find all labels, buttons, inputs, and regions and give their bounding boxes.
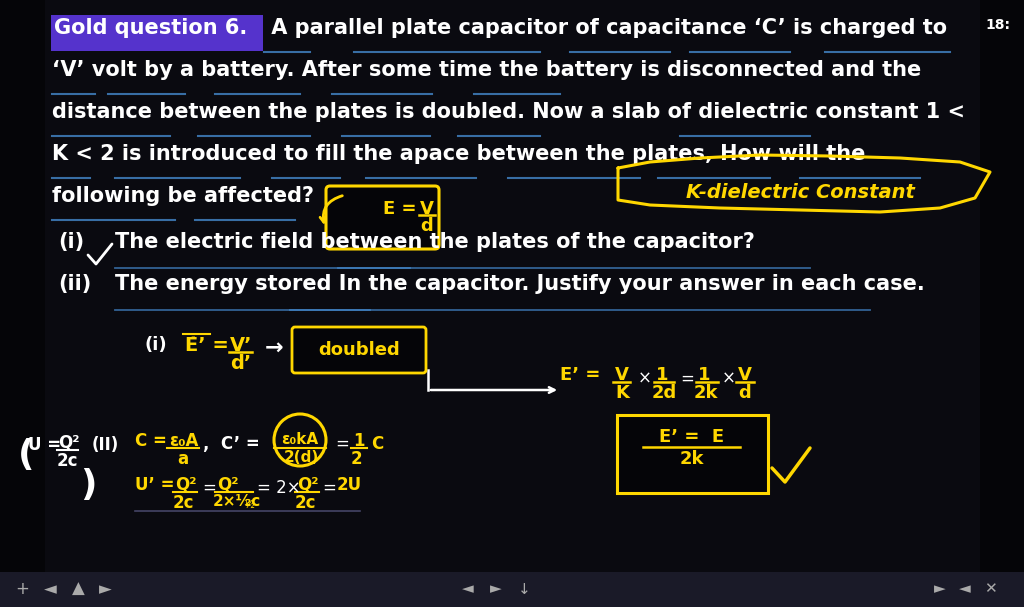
- Text: U’ =: U’ =: [135, 476, 174, 494]
- Text: Q²: Q²: [175, 476, 197, 494]
- Text: Ė’ =: Ė’ =: [185, 336, 229, 355]
- Text: = 2×: = 2×: [257, 479, 301, 497]
- Text: 18:: 18:: [985, 18, 1010, 32]
- Text: A parallel plate capacitor of capacitance ‘C’ is charged to: A parallel plate capacitor of capacitanc…: [264, 18, 947, 38]
- FancyBboxPatch shape: [980, 0, 1024, 607]
- Text: Gold question 6.: Gold question 6.: [54, 18, 247, 38]
- Text: distance between the plates is doubled. Now a slab of dielectric constant 1 <: distance between the plates is doubled. …: [52, 102, 965, 122]
- Text: C: C: [371, 435, 383, 453]
- Text: doubled: doubled: [318, 341, 400, 359]
- Text: a: a: [177, 450, 188, 468]
- Text: U =: U =: [28, 436, 61, 454]
- Text: Q²: Q²: [217, 476, 239, 494]
- Text: 1: 1: [353, 432, 365, 450]
- Text: 1: 1: [656, 366, 669, 384]
- Text: 2d: 2d: [652, 384, 677, 402]
- Text: ‘V’ volt by a battery. After some time the battery is disconnected and the: ‘V’ volt by a battery. After some time t…: [52, 60, 922, 80]
- FancyBboxPatch shape: [0, 0, 45, 607]
- Text: ,  C’ =: , C’ =: [203, 435, 260, 453]
- Text: The electric field between the plates of the capacitor?: The electric field between the plates of…: [115, 232, 755, 252]
- Text: ε₀A: ε₀A: [169, 432, 199, 450]
- Text: ◄: ◄: [959, 582, 971, 597]
- Text: 2k: 2k: [694, 384, 719, 402]
- Text: ►: ►: [934, 582, 946, 597]
- Text: K < 2 is introduced to fill the apace between the plates, How will the: K < 2 is introduced to fill the apace be…: [52, 144, 865, 164]
- Text: (II): (II): [92, 436, 119, 454]
- Text: C =: C =: [135, 432, 167, 450]
- Text: d’: d’: [230, 354, 251, 373]
- Text: E’ =: E’ =: [560, 366, 600, 384]
- Text: ×: ×: [638, 370, 652, 388]
- FancyBboxPatch shape: [292, 327, 426, 373]
- Text: V: V: [615, 366, 629, 384]
- Text: 2c: 2c: [173, 494, 195, 512]
- Text: V’: V’: [230, 336, 253, 355]
- Text: ►: ►: [98, 580, 112, 598]
- Text: (ii): (ii): [58, 274, 91, 294]
- Text: =: =: [335, 435, 349, 453]
- Text: The energy stored In the capacitor. Justify your answer in each case.: The energy stored In the capacitor. Just…: [115, 274, 925, 294]
- Text: →: →: [265, 338, 284, 358]
- Text: 2: 2: [351, 450, 362, 468]
- Text: V: V: [420, 200, 434, 218]
- Text: E’ =  E: E’ = E: [659, 428, 725, 446]
- Text: V: V: [738, 366, 752, 384]
- FancyBboxPatch shape: [326, 186, 439, 249]
- Text: following be affected?: following be affected?: [52, 186, 314, 206]
- Text: ◄: ◄: [44, 580, 56, 598]
- Text: 1: 1: [698, 366, 711, 384]
- Text: =: =: [680, 370, 694, 388]
- Text: Q²: Q²: [58, 434, 80, 452]
- Text: E =: E =: [383, 200, 417, 218]
- Text: 2U: 2U: [337, 476, 362, 494]
- Text: ✕: ✕: [984, 582, 996, 597]
- Text: 2(d): 2(d): [284, 450, 319, 465]
- Text: 2c: 2c: [295, 494, 316, 512]
- Text: +: +: [15, 580, 29, 598]
- Text: ½: ½: [243, 500, 254, 510]
- Text: 2k: 2k: [680, 450, 705, 468]
- Text: d: d: [420, 217, 433, 235]
- FancyBboxPatch shape: [0, 572, 1024, 607]
- Text: ε₀kA: ε₀kA: [282, 432, 318, 447]
- Text: ): ): [80, 468, 96, 502]
- Text: =: =: [323, 479, 342, 497]
- Text: 2×½c: 2×½c: [213, 494, 261, 509]
- Text: ▲: ▲: [72, 580, 84, 598]
- Text: Q²: Q²: [297, 476, 318, 494]
- Text: (i): (i): [58, 232, 84, 252]
- Text: ×: ×: [722, 370, 736, 388]
- FancyBboxPatch shape: [51, 15, 263, 51]
- Text: =: =: [202, 479, 216, 497]
- FancyBboxPatch shape: [617, 415, 768, 493]
- Text: ↓: ↓: [517, 582, 530, 597]
- Text: (i): (i): [145, 336, 168, 354]
- Text: 2c: 2c: [57, 452, 79, 470]
- Text: K: K: [615, 384, 629, 402]
- Text: d: d: [738, 384, 751, 402]
- Text: ►: ►: [490, 582, 502, 597]
- Text: K-dielectric Constant: K-dielectric Constant: [685, 183, 914, 202]
- Text: ◄: ◄: [462, 582, 474, 597]
- Text: (: (: [18, 438, 35, 472]
